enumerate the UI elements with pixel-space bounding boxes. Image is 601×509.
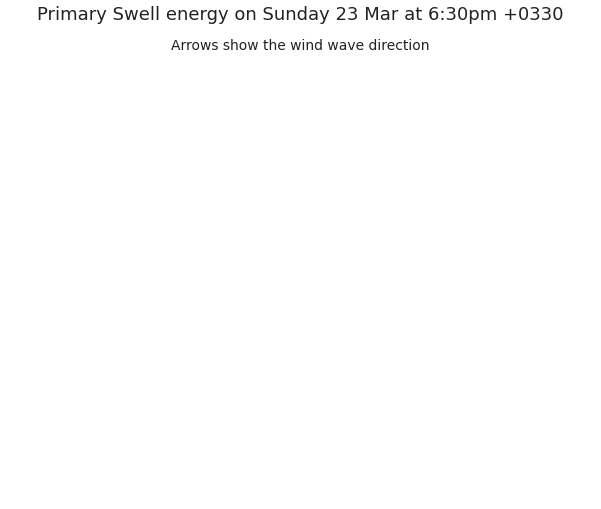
Text: Primary Swell energy on Sunday 23 Mar at 6:30pm +0330: Primary Swell energy on Sunday 23 Mar at… bbox=[37, 6, 564, 24]
Text: Arrows show the wind wave direction: Arrows show the wind wave direction bbox=[171, 39, 430, 53]
